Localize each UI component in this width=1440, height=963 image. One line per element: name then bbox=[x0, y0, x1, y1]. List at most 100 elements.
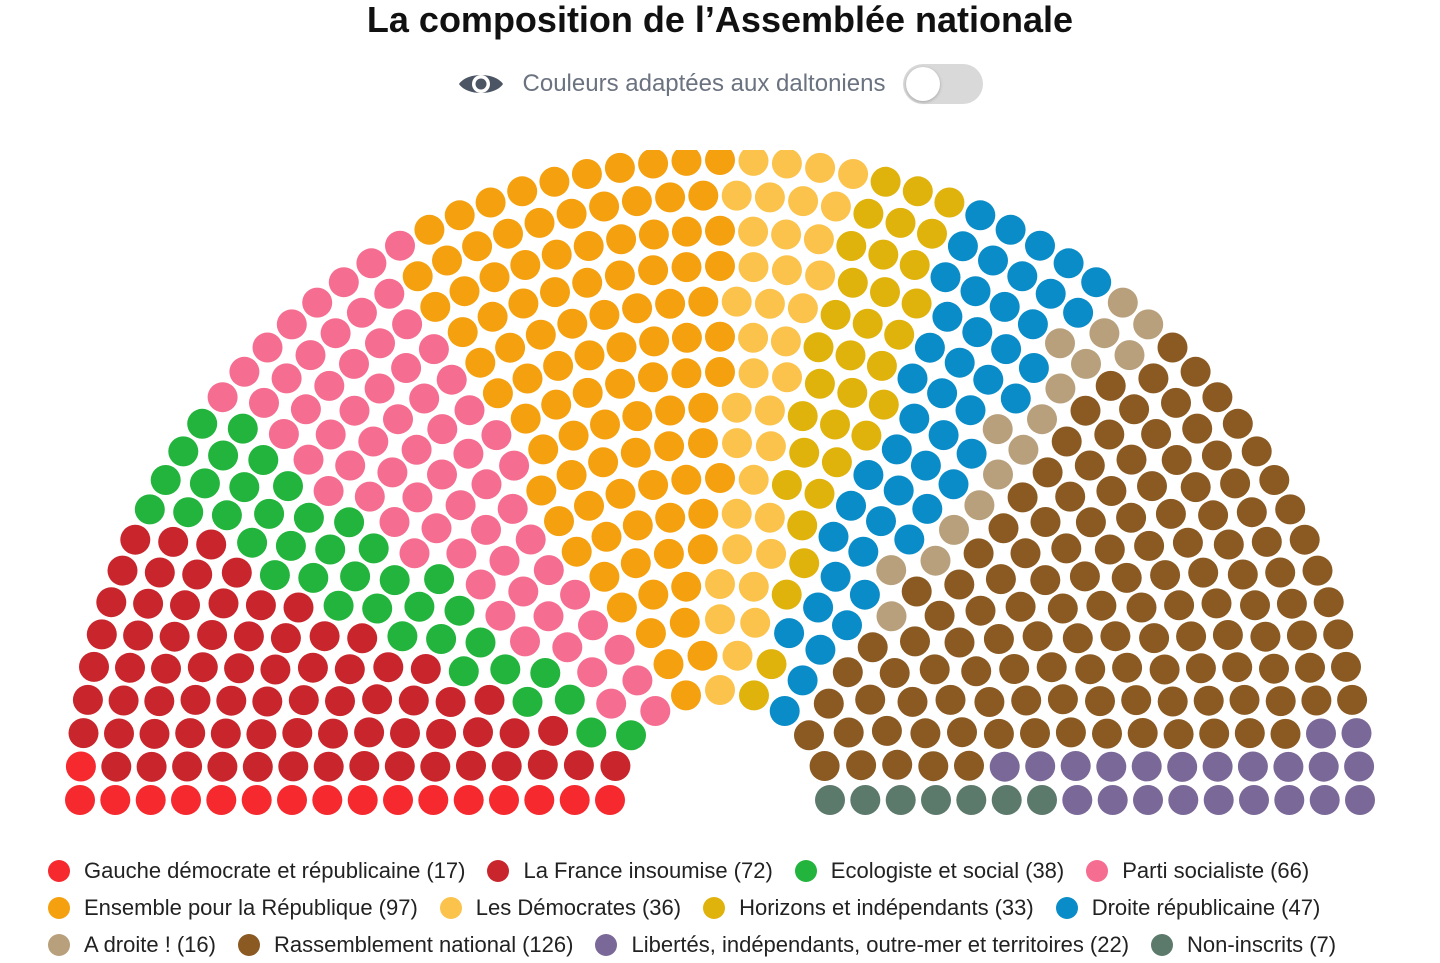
seat-dot bbox=[1036, 652, 1067, 683]
seat-dot bbox=[1032, 457, 1063, 488]
seat-dot bbox=[454, 395, 485, 426]
legend-label: Horizons et indépendants bbox=[739, 894, 989, 920]
seat-dot bbox=[973, 364, 1004, 395]
seat-dot bbox=[290, 394, 321, 425]
seat-dot bbox=[639, 326, 670, 357]
seat-dot bbox=[1202, 751, 1233, 782]
seat-dot bbox=[771, 219, 802, 250]
seat-dot bbox=[671, 216, 702, 247]
seat-dot bbox=[721, 180, 752, 211]
seat-dot bbox=[820, 191, 851, 222]
seat-dot bbox=[653, 649, 684, 680]
seat-dot bbox=[820, 299, 851, 330]
seat-dot bbox=[789, 437, 820, 468]
seat-dot bbox=[538, 715, 569, 746]
seat-dot bbox=[868, 389, 899, 420]
seat-dot bbox=[409, 383, 440, 414]
legend-item: Ecologiste et social (38) bbox=[794, 858, 1064, 884]
seat-dot bbox=[315, 534, 346, 565]
seat-dot bbox=[426, 718, 457, 749]
seat-dot bbox=[1229, 684, 1260, 715]
seat-dot bbox=[1051, 426, 1082, 457]
legend-label: Les Démocrates bbox=[475, 894, 636, 920]
seat-dot bbox=[541, 389, 572, 420]
seat-dot bbox=[589, 561, 620, 592]
seat-dot bbox=[688, 498, 719, 529]
seat-dot bbox=[508, 576, 539, 607]
seat-dot bbox=[1086, 590, 1117, 621]
seat-dot bbox=[563, 750, 594, 781]
seat-dot bbox=[789, 548, 820, 579]
seat-dot bbox=[1063, 297, 1094, 328]
seat-dot bbox=[900, 626, 930, 657]
seat-dot bbox=[572, 267, 603, 298]
seat-dot bbox=[928, 420, 959, 451]
seat-dot bbox=[934, 187, 965, 218]
seat-dot bbox=[963, 538, 994, 569]
seat-dot bbox=[655, 288, 686, 319]
seat-dot bbox=[346, 297, 377, 328]
seat-dot bbox=[491, 751, 522, 782]
seat-dot bbox=[424, 564, 455, 595]
seat-dot bbox=[870, 166, 901, 197]
seat-dot bbox=[918, 751, 949, 782]
seat-dot bbox=[818, 521, 849, 552]
seat-dot bbox=[427, 459, 457, 490]
seat-dot bbox=[756, 649, 787, 680]
toggle-knob bbox=[906, 67, 941, 101]
seat-dot bbox=[705, 251, 735, 281]
seat-dot bbox=[383, 404, 413, 435]
seat-dot bbox=[620, 548, 651, 579]
legend-item: Droite républicaine (47) bbox=[1055, 895, 1320, 921]
seat-dot bbox=[197, 620, 228, 650]
seat-dot bbox=[288, 685, 319, 716]
seat-dot bbox=[1199, 718, 1230, 749]
seat-dot bbox=[771, 470, 802, 500]
seat-dot bbox=[655, 395, 686, 426]
seat-dot bbox=[447, 317, 478, 348]
seat-dot bbox=[944, 347, 975, 378]
seat-dot bbox=[229, 472, 260, 503]
seat-dot bbox=[991, 785, 1022, 815]
seat-dot bbox=[1096, 476, 1127, 506]
seat-dot bbox=[1157, 686, 1188, 717]
legend-swatch bbox=[794, 859, 817, 882]
seat-dot bbox=[320, 318, 351, 349]
seat-dot bbox=[444, 595, 475, 626]
seat-dot bbox=[881, 434, 912, 465]
seat-dot bbox=[939, 514, 969, 545]
seat-dot bbox=[771, 255, 802, 286]
seat-dot bbox=[988, 513, 1019, 544]
seat-dot bbox=[754, 288, 785, 319]
seat-dot bbox=[813, 688, 844, 719]
seat-dot bbox=[373, 652, 404, 683]
colorblind-toggle-switch[interactable] bbox=[903, 64, 984, 104]
seat-dot bbox=[622, 293, 653, 324]
seat-dot bbox=[173, 497, 204, 528]
seat-dot bbox=[669, 607, 700, 638]
seat-dot bbox=[787, 510, 818, 541]
seat-dot bbox=[688, 286, 719, 317]
seat-dot bbox=[216, 685, 247, 716]
seat-dot bbox=[879, 658, 910, 688]
seat-dot bbox=[1027, 785, 1057, 815]
seat-dot bbox=[207, 751, 238, 782]
seat-dot bbox=[857, 632, 888, 663]
seat-dot bbox=[151, 653, 181, 684]
seat-dot bbox=[385, 230, 415, 261]
seat-dot bbox=[1025, 230, 1055, 261]
seat-dot bbox=[187, 408, 218, 439]
seat-dot bbox=[1000, 383, 1031, 414]
seat-dot bbox=[1309, 785, 1340, 815]
seat-dot bbox=[136, 751, 167, 782]
seat-dot bbox=[1107, 287, 1138, 318]
seat-dot bbox=[1045, 328, 1075, 359]
legend-label: Gauche démocrate et républicaine bbox=[84, 857, 421, 883]
seat-dot bbox=[1020, 718, 1050, 749]
seat-dot bbox=[991, 334, 1022, 365]
seat-dot bbox=[490, 654, 521, 685]
seat-dot bbox=[605, 478, 636, 509]
legend-count: (36) bbox=[641, 894, 682, 920]
seat-dot bbox=[604, 634, 635, 665]
seat-dot bbox=[1133, 309, 1164, 340]
